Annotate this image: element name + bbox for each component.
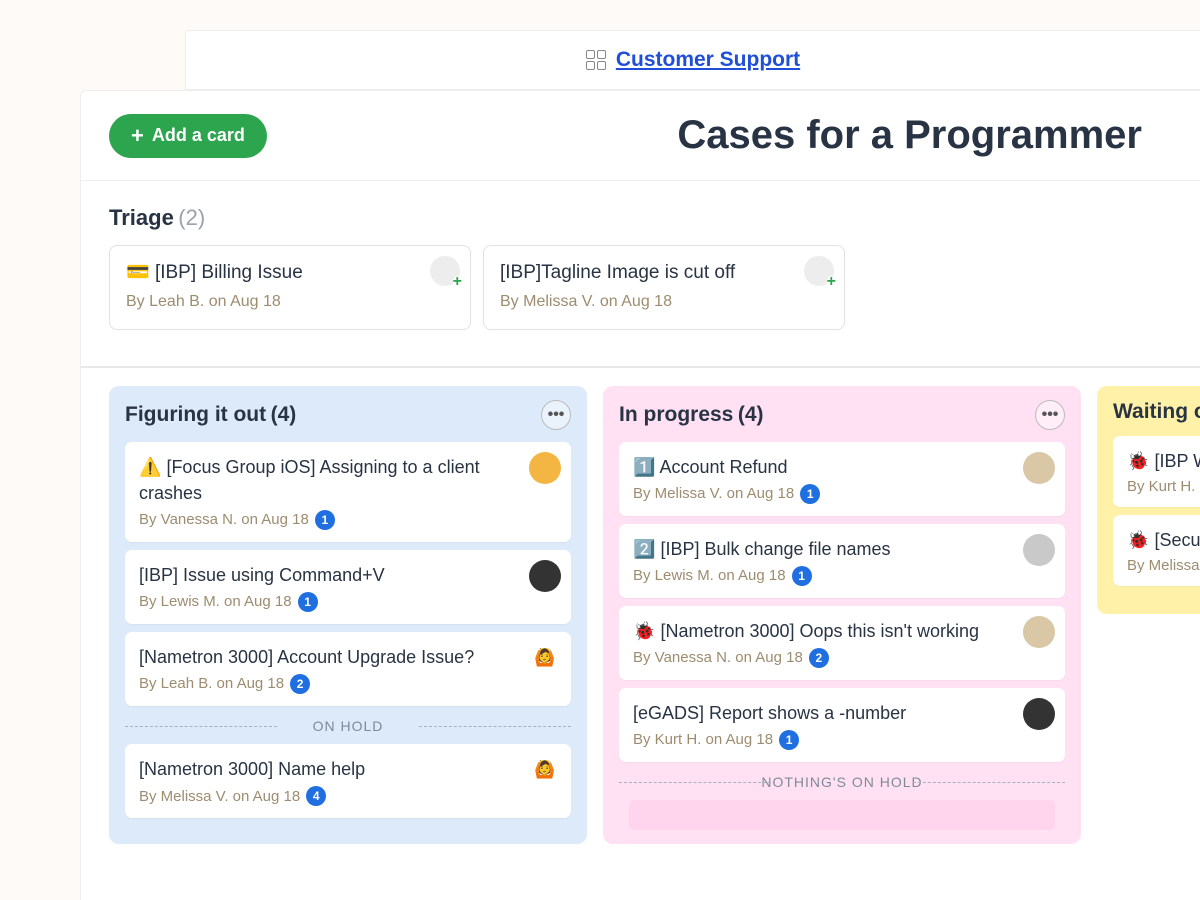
card-title: [IBP] Issue using Command+V [139, 562, 557, 588]
list-card[interactable]: [IBP] Issue using Command+V By Lewis M. … [125, 550, 571, 624]
column-title: In progress [619, 403, 733, 426]
card-meta: By Leah B. on Aug 18 [126, 293, 454, 311]
column-title: Waiting on [1113, 400, 1200, 424]
column-menu-button[interactable]: ••• [541, 400, 571, 430]
list-card[interactable]: 🐞 [Nametron 3000] Oops this isn't workin… [619, 606, 1065, 680]
empty-hold-placeholder [629, 800, 1055, 830]
comment-badge: 1 [779, 730, 799, 750]
triage-cards: 💳 [IBP] Billing Issue By Leah B. on Aug … [109, 245, 1172, 330]
triage-count: (2) [178, 205, 205, 230]
avatar-icon[interactable] [1023, 452, 1055, 484]
triage-title: Triage [109, 205, 174, 230]
assign-avatar-icon[interactable] [430, 256, 460, 286]
card-meta: By Melissa V. on Aug 18 4 [139, 786, 557, 806]
column-count: (4) [271, 403, 297, 426]
card-meta: By Vanessa N. on Aug 18 1 [139, 510, 557, 530]
card-title: ⚠️ [Focus Group iOS] Assigning to a clie… [139, 454, 557, 506]
card-title: 🐞 [Secur... [1127, 527, 1200, 553]
list-card[interactable]: 2️⃣ [IBP] Bulk change file names By Lewi… [619, 524, 1065, 598]
plus-icon: + [131, 125, 144, 147]
card-meta: By Melissa V. on Aug 18 1 [633, 484, 1051, 504]
comment-badge: 4 [306, 786, 326, 806]
list-card[interactable]: 1️⃣ Account Refund By Melissa V. on Aug … [619, 442, 1065, 516]
avatar-icon[interactable] [1023, 534, 1055, 566]
card-meta: By Lewis M. on Aug 18 1 [139, 592, 557, 612]
comment-badge: 1 [792, 566, 812, 586]
avatar-icon[interactable] [529, 560, 561, 592]
tab-customer-support[interactable]: Customer Support [616, 48, 800, 72]
list-card[interactable]: [Nametron 3000] Name help By Melissa V. … [125, 744, 571, 818]
list-card[interactable]: [Nametron 3000] Account Upgrade Issue? B… [125, 632, 571, 706]
column-figuring-it-out: Figuring it out (4) ••• ⚠️ [Focus Group … [109, 386, 587, 844]
header: + Add a card Cases for a Programmer [81, 91, 1200, 181]
card-title: [Nametron 3000] Account Upgrade Issue? [139, 644, 557, 670]
comment-badge: 1 [315, 510, 335, 530]
column-waiting-on: Waiting on 🐞 [IBP W... to downlo... By K… [1097, 386, 1200, 614]
card-meta: By Kurt H. o... [1127, 478, 1200, 495]
avatar-icon[interactable] [529, 452, 561, 484]
card-meta: By Kurt H. on Aug 18 1 [633, 730, 1051, 750]
card-title: [IBP]Tagline Image is cut off [500, 260, 828, 287]
page-title: Cases for a Programmer [291, 113, 1172, 158]
card-title: [eGADS] Report shows a -number [633, 700, 1051, 726]
avatar-icon[interactable]: 🙆 [529, 754, 561, 786]
triage-card[interactable]: 💳 [IBP] Billing Issue By Leah B. on Aug … [109, 245, 471, 330]
list-card[interactable]: 🐞 [Secur... By Melissa V... [1113, 515, 1200, 586]
card-title: 1️⃣ Account Refund [633, 454, 1051, 480]
card-title: 💳 [IBP] Billing Issue [126, 260, 454, 287]
assign-avatar-icon[interactable] [804, 256, 834, 286]
card-meta: By Vanessa N. on Aug 18 2 [633, 648, 1051, 668]
card-meta: By Melissa V. on Aug 18 [500, 293, 828, 311]
columns: Figuring it out (4) ••• ⚠️ [Focus Group … [81, 368, 1200, 844]
card-meta: By Leah B. on Aug 18 2 [139, 674, 557, 694]
grid-icon [586, 50, 606, 70]
column-in-progress: In progress (4) ••• 1️⃣ Account Refund B… [603, 386, 1081, 844]
card-title: 🐞 [Nametron 3000] Oops this isn't workin… [633, 618, 1051, 644]
column-header: Figuring it out (4) ••• [125, 400, 571, 430]
column-header: In progress (4) ••• [619, 400, 1065, 430]
add-card-label: Add a card [152, 125, 245, 146]
column-count: (4) [738, 403, 764, 426]
triage-card[interactable]: [IBP]Tagline Image is cut off By Melissa… [483, 245, 845, 330]
avatar-icon[interactable] [1023, 616, 1055, 648]
comment-badge: 1 [298, 592, 318, 612]
triage-section: Triage (2) 💳 [IBP] Billing Issue By Leah… [81, 181, 1200, 368]
card-meta: By Lewis M. on Aug 18 1 [633, 566, 1051, 586]
column-menu-button[interactable]: ••• [1035, 400, 1065, 430]
list-card[interactable]: ⚠️ [Focus Group iOS] Assigning to a clie… [125, 442, 571, 542]
comment-badge: 2 [809, 648, 829, 668]
on-hold-divider: ON HOLD [125, 718, 571, 734]
list-card[interactable]: [eGADS] Report shows a -number By Kurt H… [619, 688, 1065, 762]
tab-bar: Customer Support [185, 30, 1200, 90]
column-title: Figuring it out [125, 403, 266, 426]
comment-badge: 1 [800, 484, 820, 504]
avatar-icon[interactable] [1023, 698, 1055, 730]
card-title: [Nametron 3000] Name help [139, 756, 557, 782]
card-meta: By Melissa V... [1127, 557, 1200, 574]
avatar-icon[interactable]: 🙆 [529, 642, 561, 674]
add-card-button[interactable]: + Add a card [109, 114, 267, 158]
card-title: 2️⃣ [IBP] Bulk change file names [633, 536, 1051, 562]
triage-header: Triage (2) [109, 205, 1172, 231]
comment-badge: 2 [290, 674, 310, 694]
list-card[interactable]: 🐞 [IBP W... to downlo... By Kurt H. o... [1113, 436, 1200, 507]
column-header: Waiting on [1113, 400, 1200, 424]
nothing-on-hold-divider: NOTHING'S ON HOLD [619, 774, 1065, 790]
main-panel: + Add a card Cases for a Programmer Tria… [80, 90, 1200, 900]
card-title: 🐞 [IBP W... to downlo... [1127, 448, 1200, 474]
